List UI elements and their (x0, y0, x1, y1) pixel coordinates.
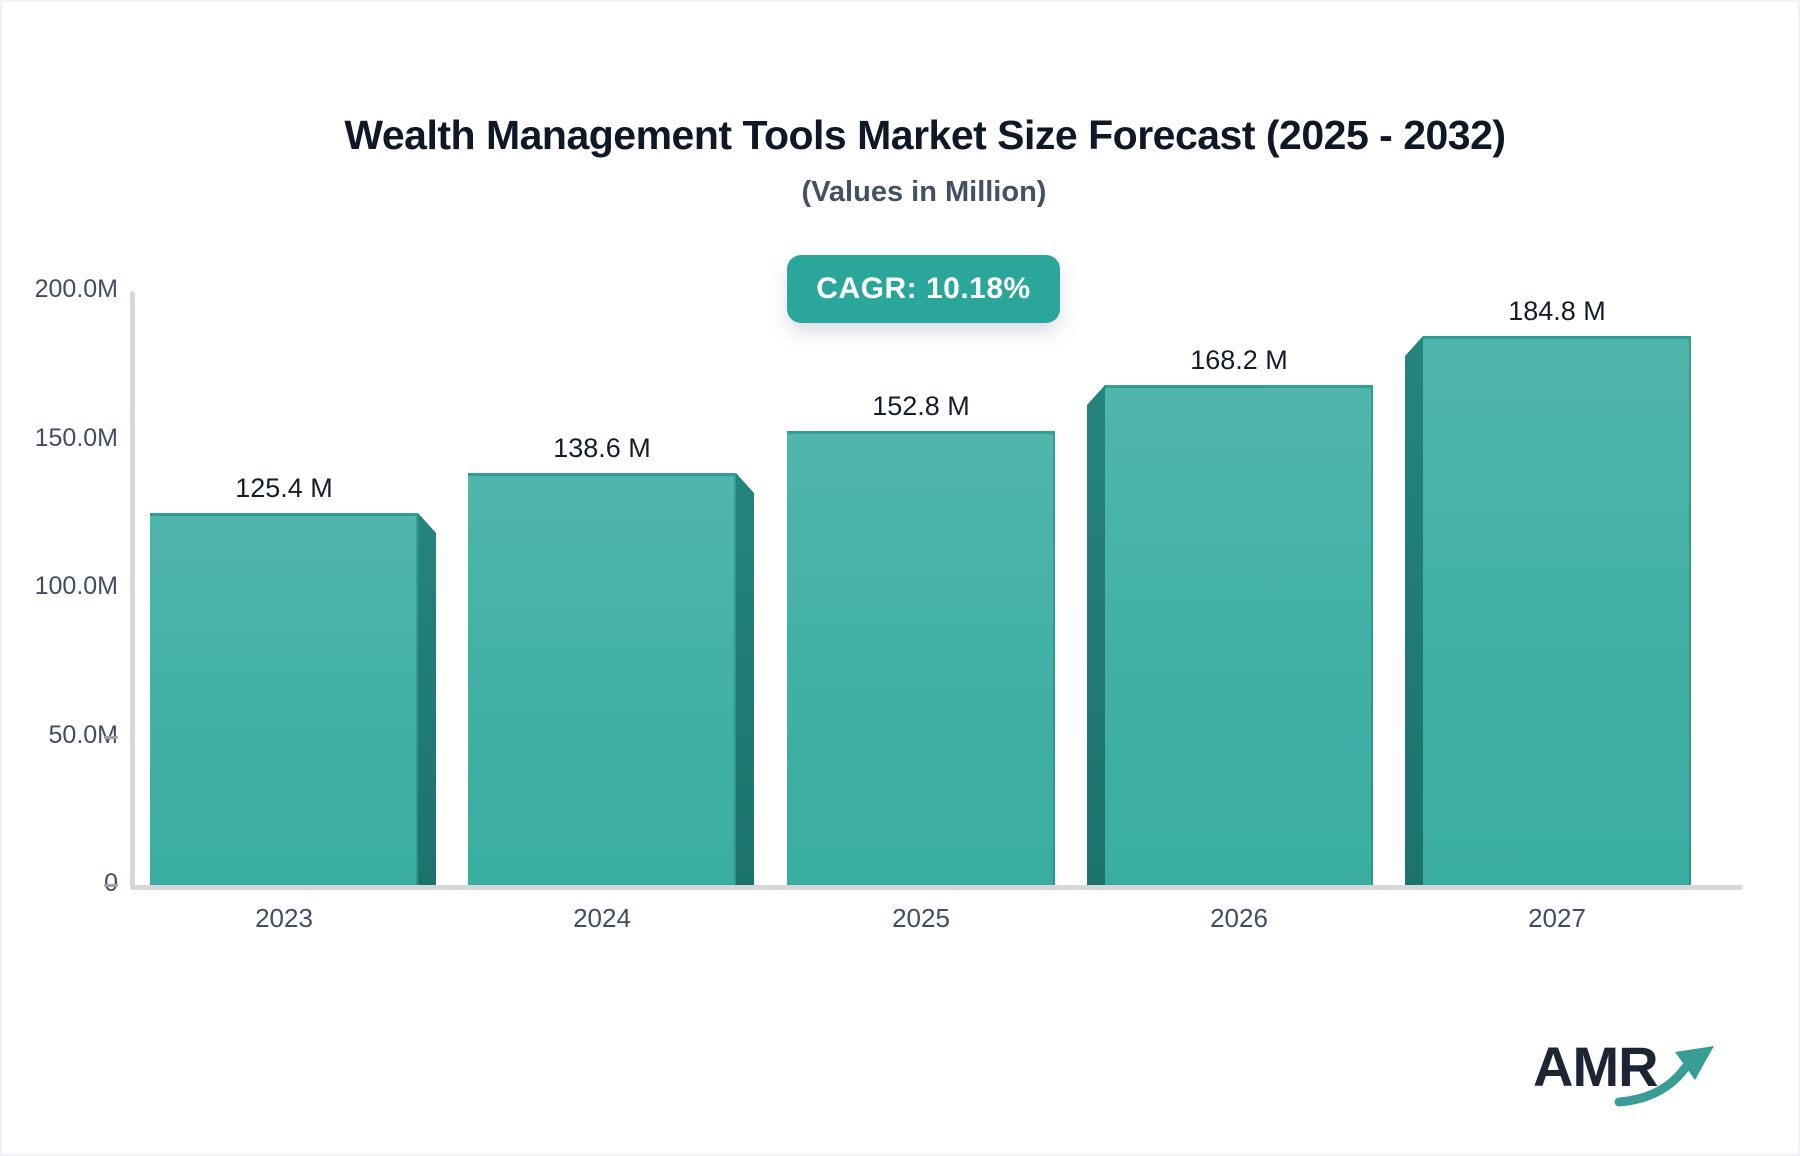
y-axis-label: 200.0M (34, 275, 118, 303)
bar-2027 (1423, 336, 1691, 885)
x-axis-label: 2025 (892, 903, 950, 933)
x-axis-line (130, 885, 1743, 890)
bar-side-face-2023 (418, 513, 436, 885)
bar-value-label: 152.8 M (872, 391, 970, 421)
chart-subtitle: (Values in Million) (801, 176, 1047, 208)
y-axis-label: 50.0M (48, 720, 118, 749)
bar-2026 (1105, 385, 1373, 885)
x-axis-label: 2027 (1528, 903, 1586, 933)
bar-value-label: 184.8 M (1508, 296, 1606, 326)
amr-logo-text: AMR (1533, 1035, 1659, 1098)
y-axis-line (130, 291, 135, 890)
x-axis-label: 2024 (573, 903, 631, 933)
x-axis-label: 2023 (255, 903, 313, 933)
bar-value-label: 125.4 M (235, 473, 333, 503)
cagr-badge-label: CAGR: 10.18% (816, 272, 1031, 305)
cagr-badge: CAGR: 10.18% (787, 255, 1060, 323)
y-axis-tick (104, 884, 118, 887)
x-axis-label: 2026 (1210, 903, 1268, 933)
y-axis-tick (104, 735, 118, 739)
bar-2023 (150, 513, 418, 885)
growth-arrow-icon (1614, 1046, 1714, 1107)
bar-value-label: 168.2 M (1190, 345, 1288, 375)
bar-2025 (787, 431, 1055, 885)
bar-side-face-2026 (1087, 385, 1105, 885)
chart-title: Wealth Management Tools Market Size Fore… (344, 112, 1506, 158)
bar-2024 (468, 473, 736, 885)
y-axis-label: 0 (104, 869, 118, 897)
y-axis-label: 150.0M (34, 423, 118, 452)
bar-value-label: 138.6 M (553, 433, 651, 463)
amr-logo: AMR (1533, 1034, 1723, 1114)
y-axis-label: 100.0M (34, 572, 118, 600)
bar-side-face-2024 (736, 473, 754, 885)
bar-side-face-2027 (1405, 336, 1423, 885)
